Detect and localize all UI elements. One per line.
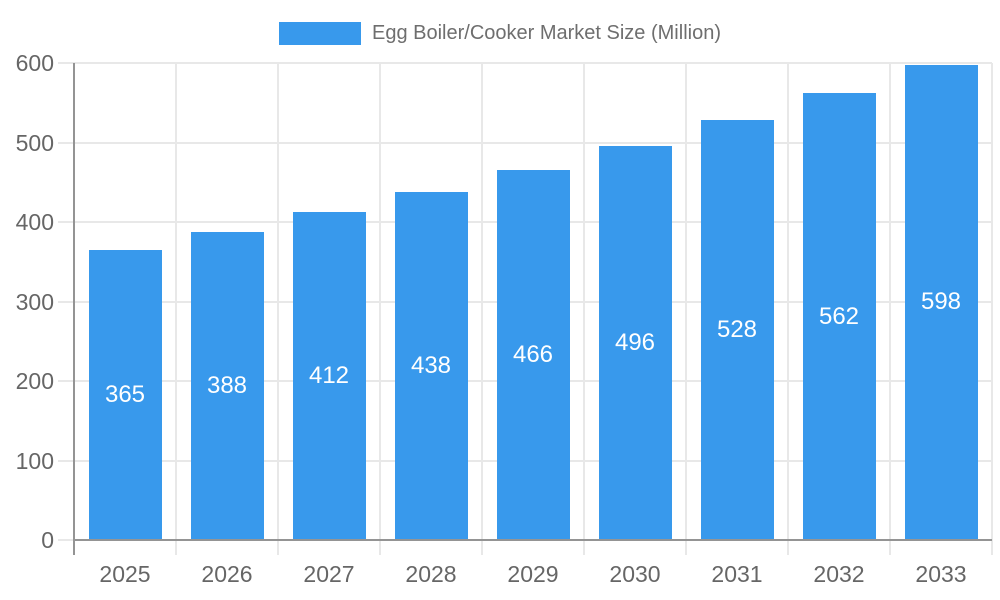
legend-label: Egg Boiler/Cooker Market Size (Million) (371, 22, 721, 44)
bar-2026[interactable] (190, 231, 264, 540)
bar-value-label: 562 (818, 302, 860, 330)
bar-value-label: 388 (206, 371, 248, 399)
y-tick-label: 200 (15, 368, 54, 394)
x-tick-label: 2025 (99, 561, 151, 587)
x-tick-label: 2029 (507, 561, 559, 587)
legend-swatch (278, 21, 361, 45)
gridline-vertical (379, 63, 381, 555)
bar-value-label: 466 (512, 340, 554, 368)
bar-value-label: 528 (716, 316, 758, 344)
bar-2025[interactable] (88, 249, 162, 540)
bar-2032[interactable] (802, 93, 876, 540)
gridline-vertical (889, 63, 891, 555)
bar-2033[interactable] (904, 64, 978, 540)
x-tick-label: 2028 (405, 561, 457, 587)
gridline-horizontal (58, 141, 992, 144)
bar-2028[interactable] (394, 191, 468, 540)
bar-value-label: 365 (104, 380, 146, 408)
x-tick-label: 2027 (303, 561, 355, 587)
gridline-vertical (175, 63, 177, 555)
gridline-vertical (685, 63, 687, 555)
x-axis-line (74, 539, 992, 541)
bar-2029[interactable] (496, 169, 570, 540)
x-tick-label: 2032 (813, 561, 865, 587)
bar-2031[interactable] (700, 120, 774, 540)
y-tick-label: 400 (15, 209, 54, 235)
y-tick-label: 600 (15, 50, 54, 76)
gridline-horizontal (58, 62, 992, 64)
gridline-vertical (583, 63, 585, 555)
y-tick-label: 500 (15, 129, 54, 156)
y-tick-label: 0 (41, 527, 54, 553)
bar-value-label: 496 (614, 328, 656, 356)
bar-value-label: 412 (308, 362, 350, 390)
x-tick-label: 2026 (201, 561, 253, 587)
y-tick-label: 300 (15, 288, 54, 315)
gridline-vertical (787, 63, 789, 555)
x-tick-label: 2030 (609, 561, 661, 587)
bar-value-label: 598 (920, 288, 962, 316)
x-tick-label: 2033 (915, 561, 967, 587)
bar-value-label: 438 (410, 351, 452, 379)
gridline-vertical (481, 63, 483, 555)
x-tick-label: 2031 (711, 561, 763, 587)
chart-legend[interactable]: Egg Boiler/Cooker Market Size (Million) (0, 21, 1000, 45)
gridline-vertical (991, 63, 993, 555)
bar-2027[interactable] (292, 212, 366, 540)
y-axis-line (73, 63, 75, 555)
gridline-vertical (277, 63, 279, 555)
bar-2030[interactable] (598, 145, 672, 540)
y-tick-label: 100 (15, 447, 54, 474)
